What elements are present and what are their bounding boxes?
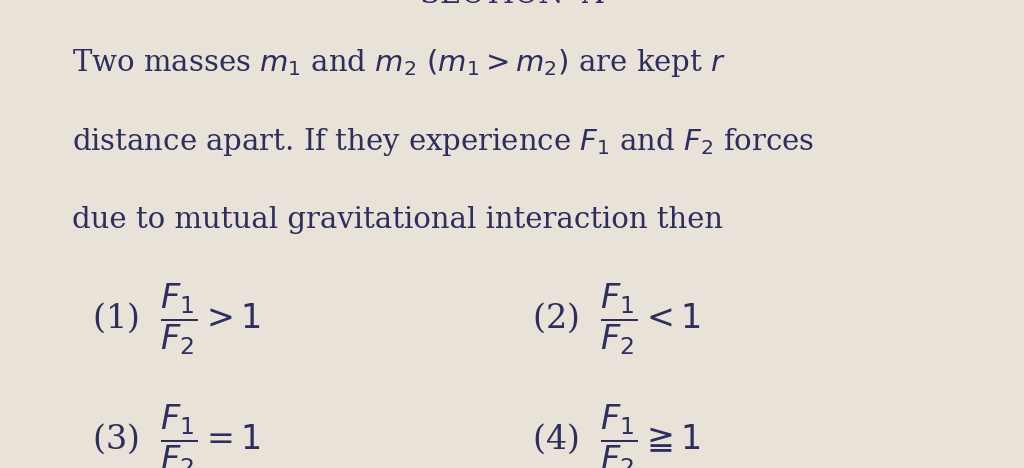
Text: Two masses $m_1$ and $m_2$ $(m_1 > m_2)$ are kept $r$: Two masses $m_1$ and $m_2$ $(m_1 > m_2)$…: [72, 47, 726, 79]
Text: (3)  $\dfrac{F_1}{F_2} = 1$: (3) $\dfrac{F_1}{F_2} = 1$: [92, 402, 261, 468]
Text: SECTION  A: SECTION A: [421, 0, 603, 9]
Text: distance apart. If they experience $F_1$ and $F_2$ forces: distance apart. If they experience $F_1$…: [72, 126, 814, 158]
Text: (2)  $\dfrac{F_1}{F_2} < 1$: (2) $\dfrac{F_1}{F_2} < 1$: [532, 281, 701, 357]
Text: (1)  $\dfrac{F_1}{F_2} > 1$: (1) $\dfrac{F_1}{F_2} > 1$: [92, 281, 261, 357]
Text: (4)  $\dfrac{F_1}{F_2} \geqq 1$: (4) $\dfrac{F_1}{F_2} \geqq 1$: [532, 402, 701, 468]
Text: due to mutual gravitational interaction then: due to mutual gravitational interaction …: [72, 206, 723, 234]
